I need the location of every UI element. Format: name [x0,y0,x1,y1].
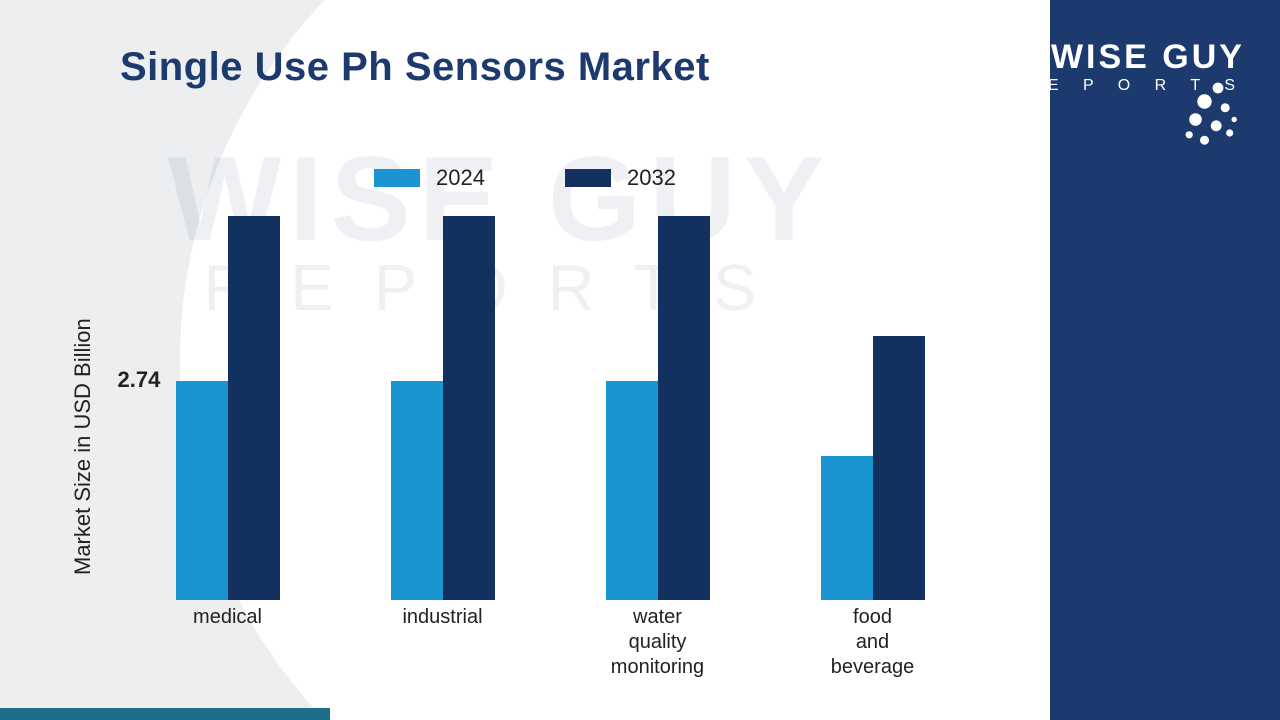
bar-group [606,216,710,600]
brand-logo: WISE GUY R E P O R T S [1012,40,1245,94]
y-axis-label: Market Size in USD Billion [70,318,96,575]
bar-group [821,336,925,600]
bar-group: 2.74 [176,216,280,600]
bar [658,216,710,600]
plot-area: 2.74 [120,200,980,600]
bar [228,216,280,600]
bar-group [391,216,495,600]
bar [176,381,228,600]
category-label: waterqualitymonitoring [588,605,728,680]
x-axis-labels: medical industrial waterqualitymonitoring f… [120,605,980,680]
chart-card: WISE GUY R E P O R T S Single Use Ph Sen… [0,0,1280,720]
bar [873,336,925,600]
legend-item-2024: 2024 [374,165,485,191]
bar [606,381,658,600]
logo-head-icon [1155,70,1245,160]
category-label: foodandbeverage [803,605,943,680]
footer-accent-bar [0,708,330,720]
legend-label: 2024 [436,165,485,191]
legend-item-2032: 2032 [565,165,676,191]
legend-swatch [565,169,611,187]
bar [821,456,873,600]
category-label: medical [158,605,298,680]
legend-swatch [374,169,420,187]
legend-label: 2032 [627,165,676,191]
bar [391,381,443,600]
logo-line1: WISE GUY [1012,40,1245,74]
category-label: industrial [373,605,513,680]
legend: 2024 2032 [0,165,1050,191]
chart-title: Single Use Ph Sensors Market [120,45,710,90]
bar [443,216,495,600]
bar-value-label: 2.74 [118,367,161,393]
